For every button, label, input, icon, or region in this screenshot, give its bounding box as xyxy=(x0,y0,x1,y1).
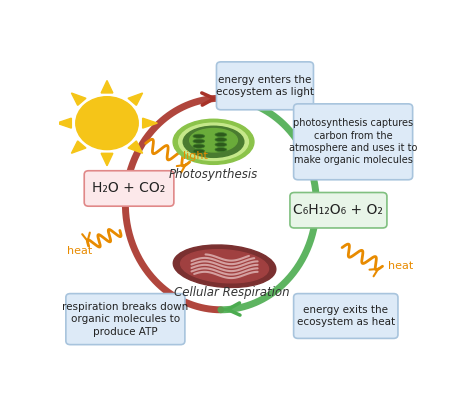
Polygon shape xyxy=(101,153,113,166)
Ellipse shape xyxy=(173,119,254,164)
Ellipse shape xyxy=(173,245,276,288)
Text: Photosynthesis: Photosynthesis xyxy=(169,168,258,181)
Ellipse shape xyxy=(215,133,227,137)
Polygon shape xyxy=(57,118,72,128)
Text: Cellular Respiration: Cellular Respiration xyxy=(174,286,290,299)
Ellipse shape xyxy=(193,149,205,153)
Ellipse shape xyxy=(215,143,227,147)
Text: energy enters the
ecosystem as light: energy enters the ecosystem as light xyxy=(216,75,314,97)
FancyBboxPatch shape xyxy=(290,193,387,228)
Ellipse shape xyxy=(179,123,248,160)
Ellipse shape xyxy=(215,147,227,152)
Polygon shape xyxy=(143,118,157,128)
Ellipse shape xyxy=(193,144,205,148)
Polygon shape xyxy=(128,141,143,153)
Text: C₆H₁₂O₆ + O₂: C₆H₁₂O₆ + O₂ xyxy=(293,203,383,217)
Polygon shape xyxy=(101,80,113,93)
Text: heat: heat xyxy=(67,246,92,256)
Text: respiration breaks down
organic molecules to
produce ATP: respiration breaks down organic molecule… xyxy=(62,302,189,337)
Polygon shape xyxy=(72,93,86,105)
Text: energy exits the
ecosystem as heat: energy exits the ecosystem as heat xyxy=(297,305,395,327)
Text: light: light xyxy=(183,151,208,161)
FancyBboxPatch shape xyxy=(217,62,313,110)
Polygon shape xyxy=(128,93,143,105)
FancyBboxPatch shape xyxy=(66,294,185,345)
Ellipse shape xyxy=(193,139,205,143)
Ellipse shape xyxy=(190,128,237,152)
Text: photosynthesis captures
carbon from the
atmosphere and uses it to
make organic m: photosynthesis captures carbon from the … xyxy=(289,118,417,165)
Ellipse shape xyxy=(215,138,227,142)
FancyBboxPatch shape xyxy=(84,171,174,206)
Circle shape xyxy=(76,97,138,149)
Ellipse shape xyxy=(181,250,268,283)
Ellipse shape xyxy=(193,134,205,138)
FancyBboxPatch shape xyxy=(293,294,398,339)
Text: heat: heat xyxy=(388,261,413,271)
FancyBboxPatch shape xyxy=(293,104,413,180)
Polygon shape xyxy=(72,141,86,153)
Text: H₂O + CO₂: H₂O + CO₂ xyxy=(92,181,166,196)
Ellipse shape xyxy=(183,126,244,158)
